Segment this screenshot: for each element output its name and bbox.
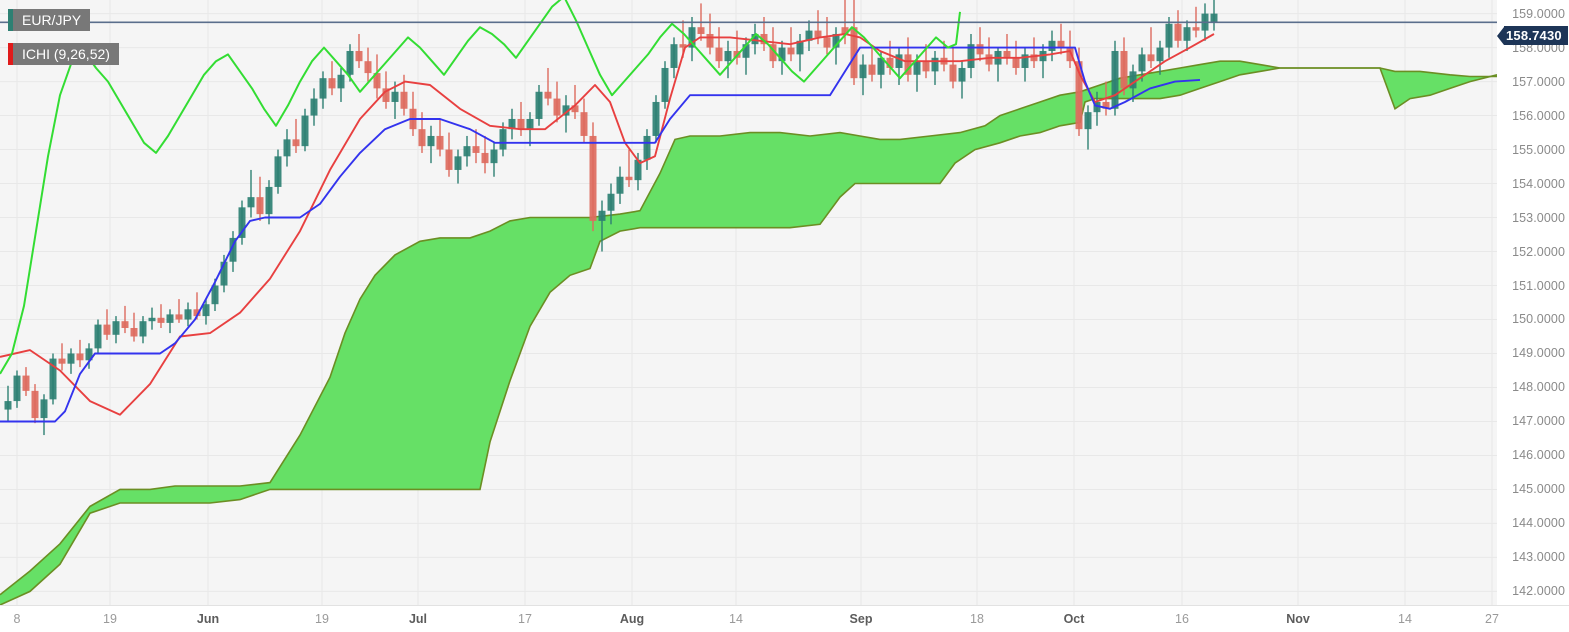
legend-symbol[interactable]: EUR/JPY: [8, 9, 91, 31]
time-axis-tick: Jul: [408, 612, 428, 626]
price-axis-tick: 159.0000: [1512, 6, 1565, 21]
kijun-sen-line: [0, 46, 1201, 423]
price-chart-plot[interactable]: [0, 0, 1497, 605]
price-axis-tick: 147.0000: [1512, 414, 1565, 429]
current-price-badge: 158.7430: [1497, 26, 1568, 45]
price-axis-tick: 142.0000: [1512, 584, 1565, 599]
legend-symbol-label: EUR/JPY: [22, 12, 82, 28]
time-axis-tick: 14: [729, 612, 743, 626]
price-axis-tick: 145.0000: [1512, 482, 1565, 497]
time-axis-tick: 19: [103, 612, 117, 626]
price-axis-tick: 150.0000: [1512, 312, 1565, 327]
time-axis-tick: Jun: [196, 612, 220, 626]
candlestick-series: [4, 0, 1218, 436]
current-price-value: 158.7430: [1504, 26, 1568, 45]
time-axis-tick: 17: [518, 612, 532, 626]
price-axis-tick: 148.0000: [1512, 380, 1565, 395]
grid-lines: [0, 0, 1497, 605]
price-axis-tick: 151.0000: [1512, 278, 1565, 293]
price-axis-tick: 153.0000: [1512, 210, 1565, 225]
symbol-color-swatch: [8, 9, 13, 31]
price-badge-arrow-icon: [1497, 26, 1504, 45]
ichimoku-color-swatch: [8, 43, 13, 65]
price-axis-tick: 155.0000: [1512, 142, 1565, 157]
price-axis-tick: 144.0000: [1512, 516, 1565, 531]
time-axis-tick: 27: [1485, 612, 1499, 626]
chikou-span-line: [0, 0, 961, 375]
time-axis-tick: 8: [13, 612, 21, 626]
tenkan-sen-line: [0, 33, 1215, 416]
price-axis-tick: 156.0000: [1512, 108, 1565, 123]
price-axis-tick: 154.0000: [1512, 176, 1565, 191]
time-axis-tick: Nov: [1286, 612, 1310, 626]
time-axis-tick: 19: [315, 612, 329, 626]
price-axis-tick: 146.0000: [1512, 448, 1565, 463]
time-axis-tick: Aug: [619, 612, 645, 626]
price-axis-tick: 149.0000: [1512, 346, 1565, 361]
senkou-span-b-line: [0, 67, 1497, 605]
price-axis-tick: 143.0000: [1512, 550, 1565, 565]
time-axis-tick: Sep: [849, 612, 873, 626]
price-axis[interactable]: 159.0000 158.0000 157.0000 156.0000 155.0000…: [1497, 0, 1569, 605]
time-axis-tick: Oct: [1063, 612, 1085, 626]
time-axis-tick: 18: [970, 612, 984, 626]
legend-ichimoku[interactable]: ICHI (9,26,52): [8, 43, 119, 65]
time-axis-tick: 14: [1398, 612, 1412, 626]
price-axis-tick: 152.0000: [1512, 244, 1565, 259]
price-axis-tick: 157.0000: [1512, 74, 1565, 89]
legend-ichimoku-label: ICHI (9,26,52): [22, 46, 110, 62]
chart-canvas[interactable]: [0, 0, 1497, 605]
time-axis[interactable]: 8 19 Jun 19 Jul 17 Aug 14 Sep 18 Oct 16 Nov 14 27: [0, 605, 1569, 632]
time-axis-tick: 16: [1175, 612, 1189, 626]
